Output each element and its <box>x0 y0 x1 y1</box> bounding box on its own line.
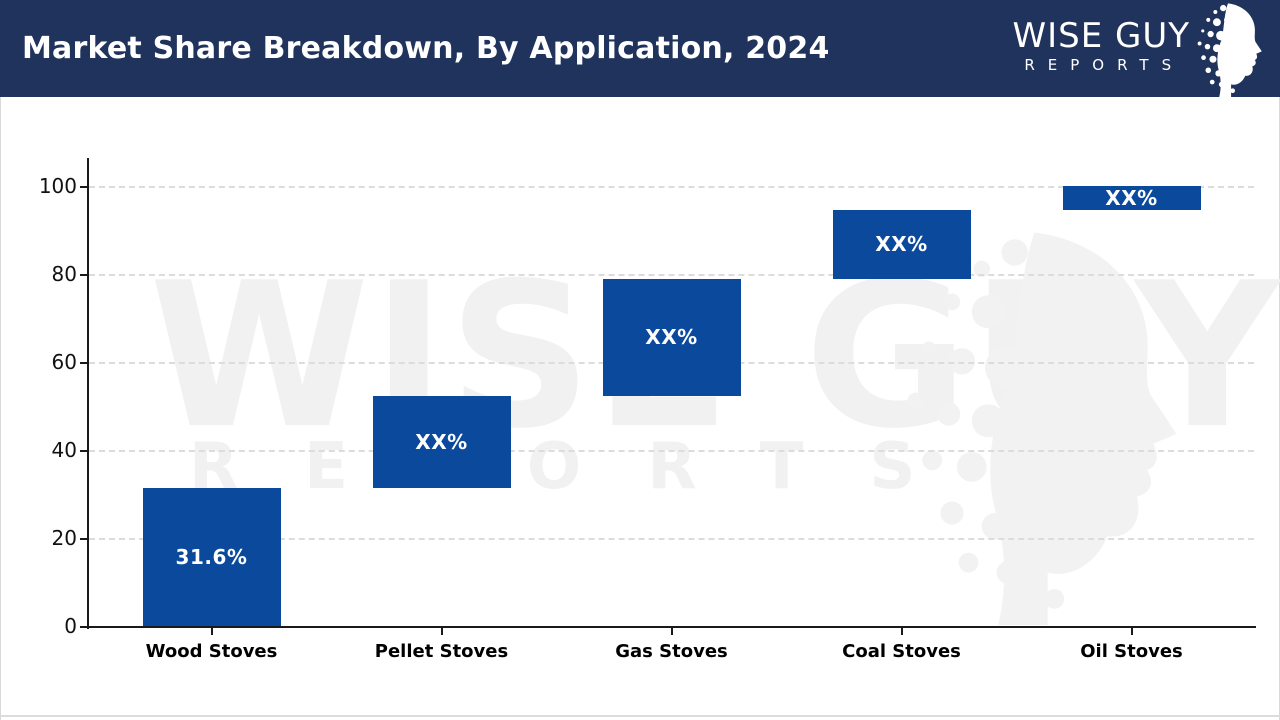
y-axis-line <box>87 158 89 629</box>
y-axis-tick-label: 100 <box>38 174 77 198</box>
y-axis-tick <box>80 450 89 452</box>
brand-name: WISE GUY <box>1012 15 1190 56</box>
y-axis-tick-label: 80 <box>51 262 77 286</box>
x-axis-tick <box>1130 628 1133 635</box>
brand-logo: WISE GUY REPORTS <box>1012 0 1268 97</box>
x-axis-tick <box>670 628 673 635</box>
gridline <box>89 186 1254 188</box>
x-axis-category-label: Coal Stoves <box>842 641 961 662</box>
y-axis-tick-label: 40 <box>51 438 77 462</box>
bar-segment-gas-stoves: XX% <box>602 279 741 396</box>
y-axis-tick <box>80 274 89 276</box>
x-axis-tick <box>440 628 443 635</box>
bar-value-label: XX% <box>875 232 928 257</box>
y-axis-tick-label: 60 <box>51 350 77 374</box>
y-axis-tick <box>80 538 89 540</box>
x-axis-category-label: Oil Stoves <box>1080 641 1183 662</box>
x-axis-category-label: Gas Stoves <box>615 641 728 662</box>
y-axis-tick <box>80 626 89 628</box>
x-axis-tick <box>210 628 213 635</box>
gridline <box>89 538 1254 540</box>
y-axis-tick-label: 20 <box>51 526 77 550</box>
x-axis-category-label: Pellet Stoves <box>374 641 509 662</box>
watermark-subtext: REPORTS <box>189 430 982 504</box>
bar-segment-oil-stoves: XX% <box>1062 186 1201 211</box>
plot-area: 0 20 40 60 80 100 31.6% XX% XX% XX% XX% Wood Stoves… <box>1 97 1279 720</box>
gridline <box>89 450 1254 452</box>
x-axis-tick <box>900 628 903 635</box>
bar-value-label: XX% <box>645 325 698 350</box>
x-axis-category-label: Wood Stoves <box>145 641 278 662</box>
header: Market Share Breakdown, By Application, … <box>0 0 1280 97</box>
bar-value-label: XX% <box>1105 186 1158 211</box>
bar-value-label: 31.6% <box>175 545 248 570</box>
y-axis-tick <box>80 186 89 188</box>
x-axis-line <box>87 626 1256 628</box>
brand-subtitle: REPORTS <box>1024 56 1185 75</box>
y-axis-tick-label: 0 <box>64 614 77 638</box>
bar-segment-pellet-stoves: XX% <box>372 396 511 488</box>
chart-canvas: WISE GUY REPORTS 02040608010031.6%XX%XX%… <box>0 97 1280 720</box>
bar-segment-wood-stoves: 31.6% <box>142 487 281 627</box>
y-axis-tick <box>80 362 89 364</box>
wiseguy-head-icon <box>1180 1 1268 97</box>
bar-value-label: XX% <box>415 429 468 454</box>
brand-wordmark: WISE GUY REPORTS <box>1012 15 1190 75</box>
bar-segment-coal-stoves: XX% <box>832 210 971 279</box>
bottom-border-line <box>1 715 1280 717</box>
page-title: Market Share Breakdown, By Application, … <box>22 31 830 66</box>
gridline <box>89 274 1254 276</box>
